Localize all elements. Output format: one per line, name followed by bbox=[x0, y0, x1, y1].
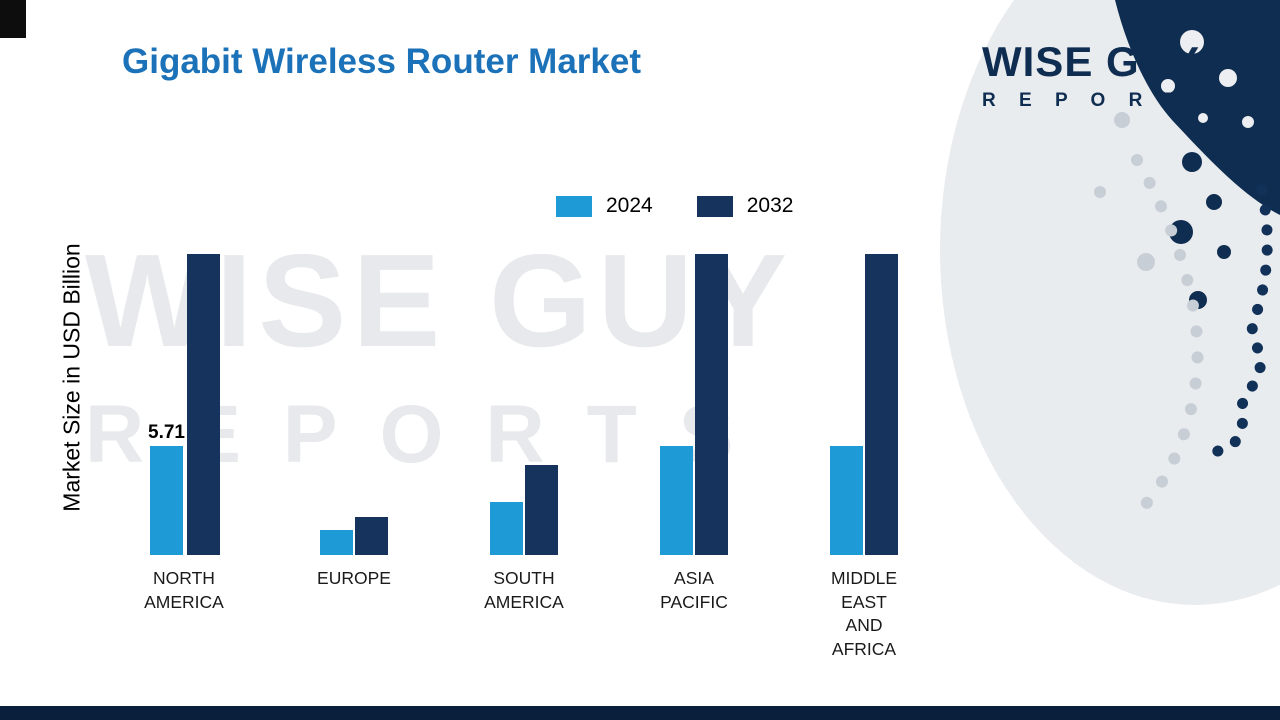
dark-hair-shape bbox=[1115, 0, 1280, 215]
bar-wrap-2032-asia-pacific bbox=[695, 254, 728, 555]
bar-group-south-america: SOUTH AMERICA bbox=[439, 250, 609, 662]
bar-wrap-2024-north-america: 5.71 bbox=[148, 422, 185, 555]
wiseguy-logo: WISE GUY R E P O R T S bbox=[982, 38, 1222, 112]
gray-blob bbox=[940, 0, 1280, 605]
bar-2032-asia-pacific bbox=[695, 254, 728, 555]
bar-2024-europe bbox=[320, 530, 353, 555]
bar-value-label-2024-north-america: 5.71 bbox=[148, 422, 185, 443]
bar-wrap-2024-europe bbox=[320, 530, 353, 555]
legend-label-2024: 2024 bbox=[606, 194, 653, 217]
white-dots bbox=[1161, 30, 1254, 128]
bar-group-north-america: 5.71 NORTH AMERICA bbox=[99, 250, 269, 662]
bar-2024-asia-pacific bbox=[660, 446, 693, 555]
bar-wrap-2024-middle-east-and-africa bbox=[830, 446, 863, 555]
bar-wrap-2032-north-america bbox=[186, 254, 220, 555]
bar-group-asia-pacific: ASIA PACIFIC bbox=[609, 250, 779, 662]
bar-wrap-2024-asia-pacific bbox=[660, 446, 693, 555]
face-profile-dots bbox=[1206, 184, 1273, 458]
logo-wordmark: WISE GUY bbox=[982, 38, 1201, 85]
bar-pair-asia-pacific bbox=[660, 250, 728, 555]
gray-profile-dots bbox=[1131, 154, 1204, 511]
category-label-north-america: NORTH AMERICA bbox=[144, 568, 224, 612]
bar-wrap-2032-south-america bbox=[525, 465, 558, 555]
bar-2024-middle-east-and-africa bbox=[830, 446, 863, 555]
legend-swatch-2032 bbox=[696, 195, 733, 217]
bar-pair-middle-east-and-africa bbox=[830, 250, 898, 555]
legend-item-2032: 2032 bbox=[696, 194, 794, 218]
bar-2032-europe bbox=[355, 517, 388, 555]
bar-wrap-2032-middle-east-and-africa bbox=[865, 254, 898, 555]
legend-label-2032: 2032 bbox=[746, 194, 794, 217]
gray-dots bbox=[1094, 112, 1155, 271]
category-label-south-america: SOUTH AMERICA bbox=[484, 568, 564, 612]
legend: 2024 2032 bbox=[556, 194, 793, 218]
bar-pair-south-america bbox=[490, 250, 558, 555]
bar-wrap-2032-europe bbox=[355, 517, 388, 555]
bar-pair-north-america: 5.71 bbox=[148, 250, 220, 555]
plot-area: 5.71 NORTH AMERICA EUROPE SOUTH AMERICA ASIA… bbox=[99, 250, 949, 662]
wiseguy-head-art bbox=[940, 0, 1280, 605]
bar-2032-north-america bbox=[186, 254, 220, 555]
category-label-asia-pacific: ASIA PACIFIC bbox=[660, 568, 728, 612]
bar-group-middle-east-and-africa: MIDDLE EAST AND AFRICA bbox=[779, 250, 949, 662]
legend-item-2024: 2024 bbox=[556, 194, 653, 218]
bottom-bar bbox=[0, 706, 1280, 720]
bar-2032-middle-east-and-africa bbox=[865, 254, 898, 555]
bar-group-europe: EUROPE bbox=[269, 250, 439, 662]
bar-pair-europe bbox=[320, 250, 388, 555]
bar-2024-north-america bbox=[149, 446, 183, 555]
category-label-europe: EUROPE bbox=[317, 568, 391, 588]
category-label-middle-east-and-africa: MIDDLE EAST AND AFRICA bbox=[830, 568, 898, 659]
chart-title: Gigabit Wireless Router Market bbox=[122, 42, 641, 81]
logo-subtext: R E P O R T S bbox=[982, 90, 1223, 111]
bar-2032-south-america bbox=[525, 465, 558, 555]
y-axis-label: Market Size in USD Billion bbox=[58, 243, 85, 512]
bar-wrap-2024-south-america bbox=[490, 502, 523, 555]
bar-2024-south-america bbox=[490, 502, 523, 555]
legend-swatch-2024 bbox=[556, 195, 592, 217]
top-left-corner-block bbox=[0, 0, 26, 38]
dark-dots bbox=[1169, 152, 1231, 309]
